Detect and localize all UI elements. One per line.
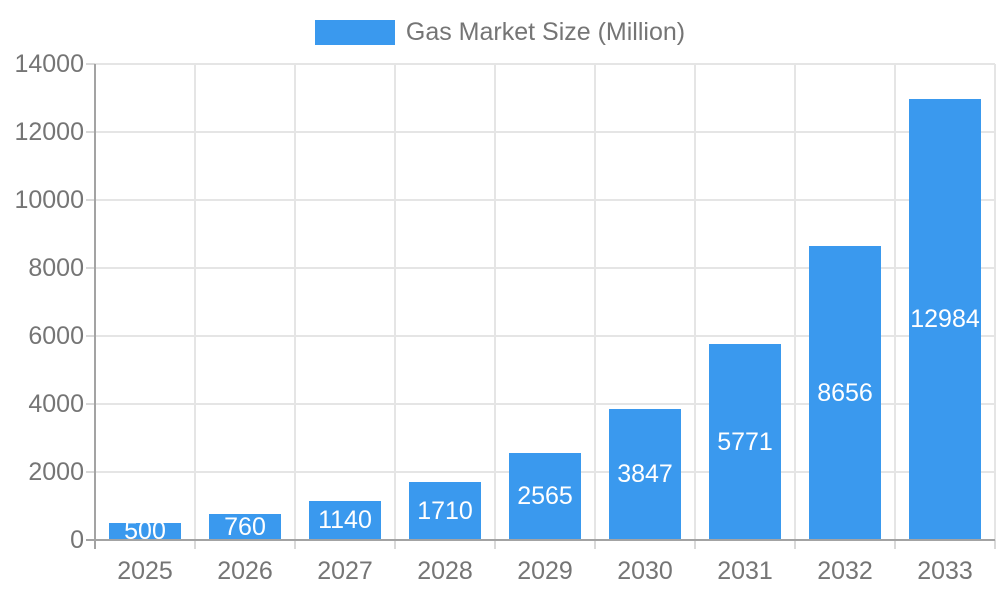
y-grid-line [95,335,995,337]
bar [709,344,781,540]
y-axis-tick [86,267,95,269]
legend-swatch [314,20,395,45]
x-grid-line [394,64,396,540]
bar [609,409,681,540]
y-tick-label: 6000 [28,322,84,350]
y-axis-tick [86,63,95,65]
y-tick-label: 4000 [28,390,84,418]
bar [909,99,981,540]
x-grid-line [494,64,496,540]
x-grid-line [794,64,796,540]
x-tick-label: 2029 [517,557,573,585]
x-grid-line [994,64,996,540]
legend-label: Gas Market Size (Million) [405,18,686,46]
y-tick-label: 8000 [28,254,84,282]
x-axis-tick [794,540,796,549]
x-axis-tick [594,540,596,549]
x-grid-line [594,64,596,540]
x-tick-label: 2026 [217,557,273,585]
x-tick-label: 2027 [317,557,373,585]
y-tick-label: 14000 [14,50,84,78]
bar [309,501,381,540]
bar [409,482,481,540]
bar [809,246,881,540]
x-tick-label: 2028 [417,557,473,585]
y-tick-label: 2000 [28,458,84,486]
x-axis-tick [194,540,196,549]
x-axis-tick [294,540,296,549]
x-axis-line [86,539,995,541]
y-grid-line [95,403,995,405]
x-grid-line [894,64,896,540]
y-tick-label: 0 [70,526,84,554]
x-tick-label: 2032 [817,557,873,585]
x-axis-tick [994,540,996,549]
y-axis-tick [86,199,95,201]
y-tick-label: 10000 [14,186,84,214]
y-grid-line [95,267,995,269]
x-grid-line [694,64,696,540]
y-axis-tick [86,335,95,337]
y-axis-line [94,64,96,549]
x-axis-tick [394,540,396,549]
x-tick-label: 2025 [117,557,173,585]
y-grid-line [95,63,995,65]
y-axis-tick [86,471,95,473]
bar [509,453,581,540]
bar [209,514,281,540]
bar [109,523,181,540]
x-grid-line [194,64,196,540]
y-axis-tick [86,131,95,133]
x-tick-label: 2030 [617,557,673,585]
y-grid-line [95,199,995,201]
x-tick-label: 2033 [917,557,973,585]
x-axis-tick [894,540,896,549]
legend: Gas Market Size (Million) [0,18,1000,47]
x-axis-tick [694,540,696,549]
y-axis-tick [86,403,95,405]
y-tick-label: 12000 [14,118,84,146]
x-grid-line [294,64,296,540]
x-tick-label: 2031 [717,557,773,585]
x-axis-tick [494,540,496,549]
y-grid-line [95,131,995,133]
